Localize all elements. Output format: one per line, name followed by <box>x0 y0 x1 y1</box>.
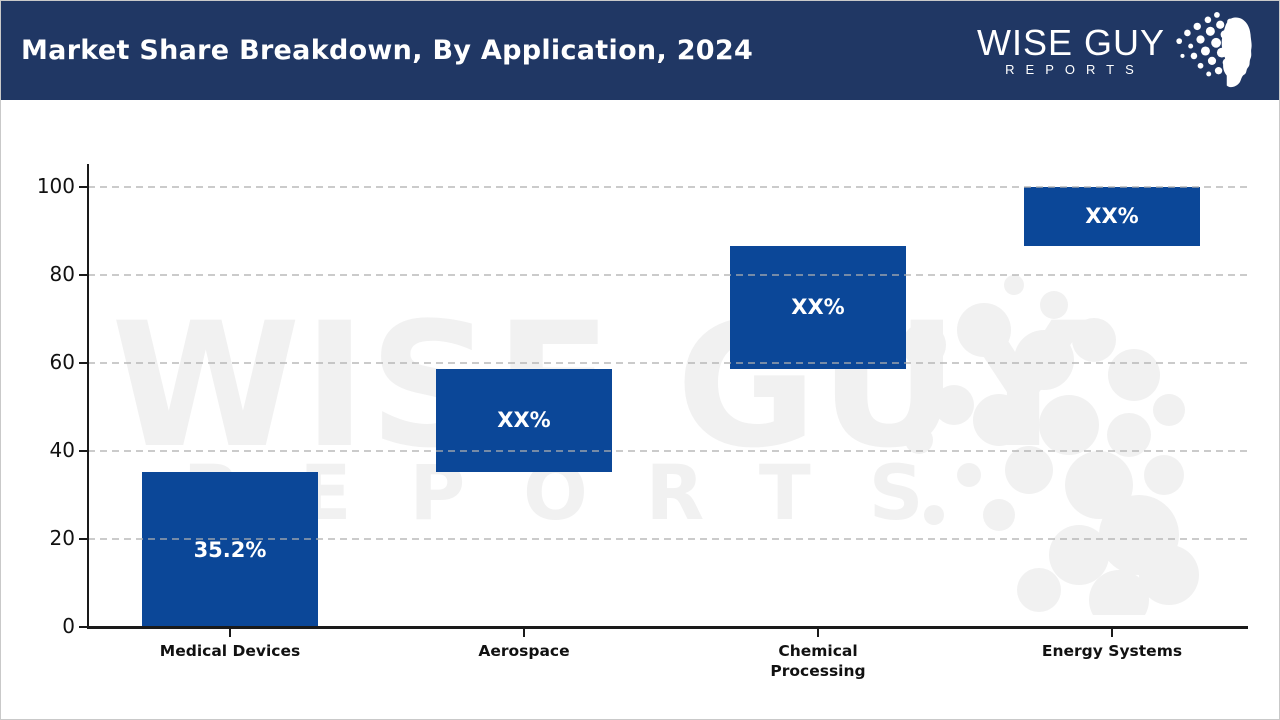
bar-medical-devices: 35.2% <box>142 472 318 627</box>
y-tick-0 <box>79 626 88 628</box>
bar-aerospace: XX% <box>436 368 612 473</box>
wiseguy-logo-text: WISE GUY REPORTS <box>976 21 1165 77</box>
x-tick-1 <box>523 629 525 637</box>
y-tick-100 <box>79 186 88 188</box>
x-tick-label-line: Processing <box>770 662 866 681</box>
x-tick-label-chemical-processing: Chemical Processing <box>703 641 933 681</box>
bar-energy-systems: XX% <box>1024 187 1200 246</box>
x-tick-0 <box>229 629 231 637</box>
y-tick-40 <box>79 450 88 452</box>
y-tick-label-0: 0 <box>62 614 75 638</box>
logo-brand-name: WISE GUY <box>976 21 1165 63</box>
y-axis-spine <box>87 164 89 629</box>
y-tick-label-60: 60 <box>49 350 75 374</box>
bar-value-label: XX% <box>497 408 551 433</box>
y-tick-label-20: 20 <box>49 526 75 550</box>
bar-value-label: XX% <box>1085 204 1139 229</box>
gridline-40 <box>88 450 1251 452</box>
y-tick-20 <box>79 538 88 540</box>
x-tick-label-line: Chemical <box>778 642 858 660</box>
gridline-100 <box>88 186 1251 188</box>
header-bar: Market Share Breakdown, By Application, … <box>1 1 1279 100</box>
x-tick-label-line: Aerospace <box>478 642 570 660</box>
y-tick-label-100: 100 <box>36 174 75 198</box>
y-tick-label-80: 80 <box>49 262 75 286</box>
x-tick-label-aerospace: Aerospace <box>409 641 639 661</box>
y-tick-60 <box>79 362 88 364</box>
y-tick-label-40: 40 <box>49 438 75 462</box>
gridline-20 <box>88 538 1251 540</box>
page-title: Market Share Breakdown, By Application, … <box>21 35 754 66</box>
x-tick-3 <box>1111 629 1113 637</box>
wiseguy-logo: WISE GUY REPORTS <box>977 10 1253 92</box>
bar-chemical-processing: XX% <box>730 245 906 369</box>
logo-brand-subtitle: REPORTS <box>1005 61 1145 77</box>
wiseguy-logo-head-icon <box>1176 11 1252 87</box>
x-tick-label-medical-devices: Medical Devices <box>115 641 345 661</box>
bar-value-label: XX% <box>791 295 845 320</box>
x-tick-label-energy-systems: Energy Systems <box>997 641 1227 661</box>
x-tick-label-line: Medical Devices <box>159 642 301 660</box>
gridline-60 <box>88 362 1251 364</box>
x-tick-label-line: Energy Systems <box>1041 642 1183 660</box>
x-axis-spine <box>87 626 1248 629</box>
bar-value-label: 35.2% <box>193 537 267 562</box>
x-tick-2 <box>817 629 819 637</box>
gridline-80 <box>88 274 1251 276</box>
y-tick-80 <box>79 274 88 276</box>
